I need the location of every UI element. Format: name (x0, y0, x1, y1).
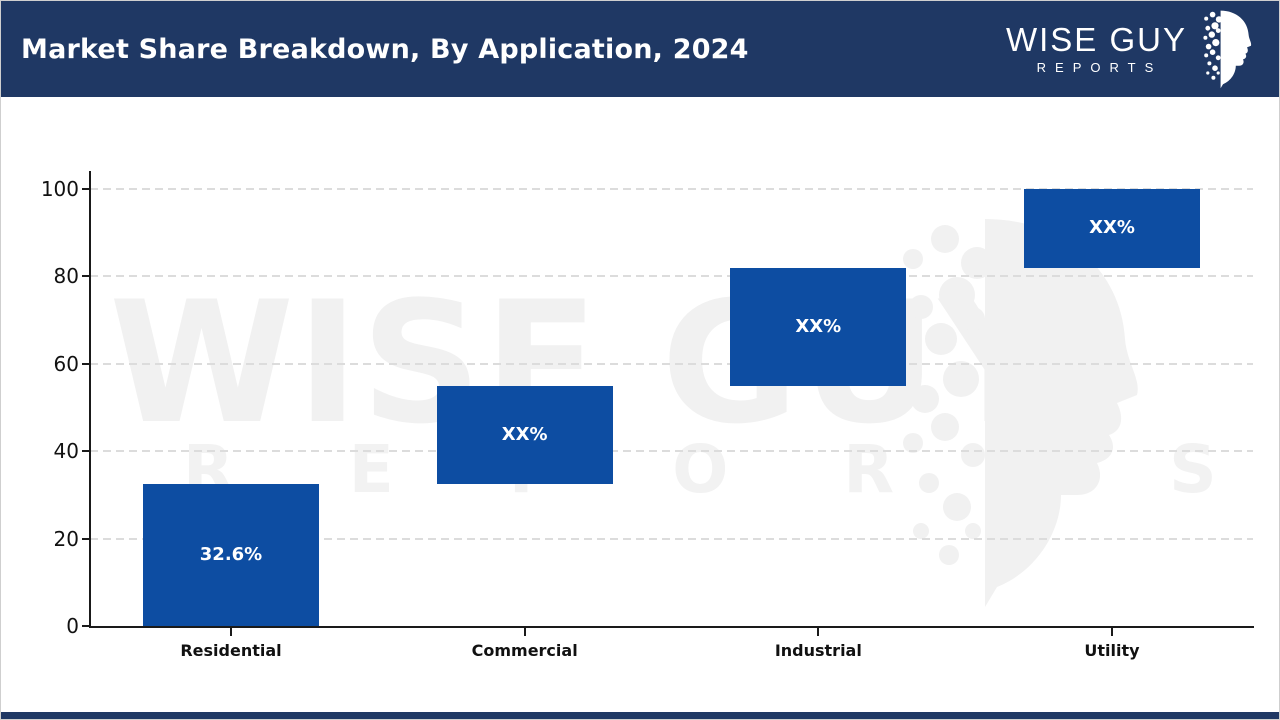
x-axis-line (89, 626, 1254, 628)
bar-commercial: XX% (436, 385, 613, 484)
x-axis-category-label: Utility (1084, 641, 1140, 660)
bar-industrial: XX% (730, 267, 907, 386)
x-axis-category-label: Commercial (471, 641, 578, 660)
y-axis-tick-label: 20 (53, 526, 79, 551)
x-axis-tick (817, 628, 820, 636)
y-axis-tick-label: 100 (40, 177, 79, 201)
y-axis-line (89, 171, 91, 628)
y-axis-tick (82, 275, 90, 278)
x-axis-tick (523, 628, 526, 636)
x-axis-category-label: Industrial (774, 641, 862, 660)
y-axis-tick-label: 0 (66, 614, 79, 638)
gridline-80 (90, 275, 1253, 278)
y-axis-tick (82, 450, 90, 453)
gridline-60 (90, 362, 1253, 365)
wiseguy-logo-sub: REPORTS (1036, 60, 1163, 76)
y-axis-tick (82, 537, 90, 540)
y-axis-tick-label: 40 (53, 439, 79, 464)
wiseguy-logo-text: WISE GUY REPORTS (1005, 20, 1187, 76)
bar-utility: XX% (1024, 189, 1200, 268)
y-axis-tick-label: 60 (53, 351, 79, 376)
wiseguy-logo-name: WISE GUY (1005, 20, 1187, 58)
bar-value-label: XX% (795, 315, 842, 337)
y-axis-tick (82, 188, 90, 190)
bar-residential: 32.6% (143, 483, 319, 626)
x-axis-tick (230, 628, 232, 636)
gridline-20 (90, 537, 1253, 540)
footer-bar (1, 712, 1279, 719)
bar-value-label: 32.6% (199, 543, 263, 565)
gridline-100 (90, 188, 1253, 190)
bar-value-label: XX% (501, 423, 548, 445)
y-axis-tick-label: 80 (53, 264, 79, 289)
watermark-head-icon (899, 219, 1138, 607)
wiseguy-logo: WISE GUY REPORTS (1006, 9, 1259, 89)
page-title: Market Share Breakdown, By Application, … (21, 33, 749, 65)
x-axis-tick (1111, 628, 1113, 636)
y-axis-tick (82, 625, 90, 627)
bar-value-label: XX% (1089, 217, 1135, 239)
header-banner: Market Share Breakdown, By Application, … (1, 1, 1279, 97)
wiseguy-head-icon (1203, 10, 1252, 89)
x-axis-category-label: Residential (180, 641, 282, 660)
y-axis-tick (82, 362, 90, 365)
gridline-40 (90, 450, 1253, 453)
